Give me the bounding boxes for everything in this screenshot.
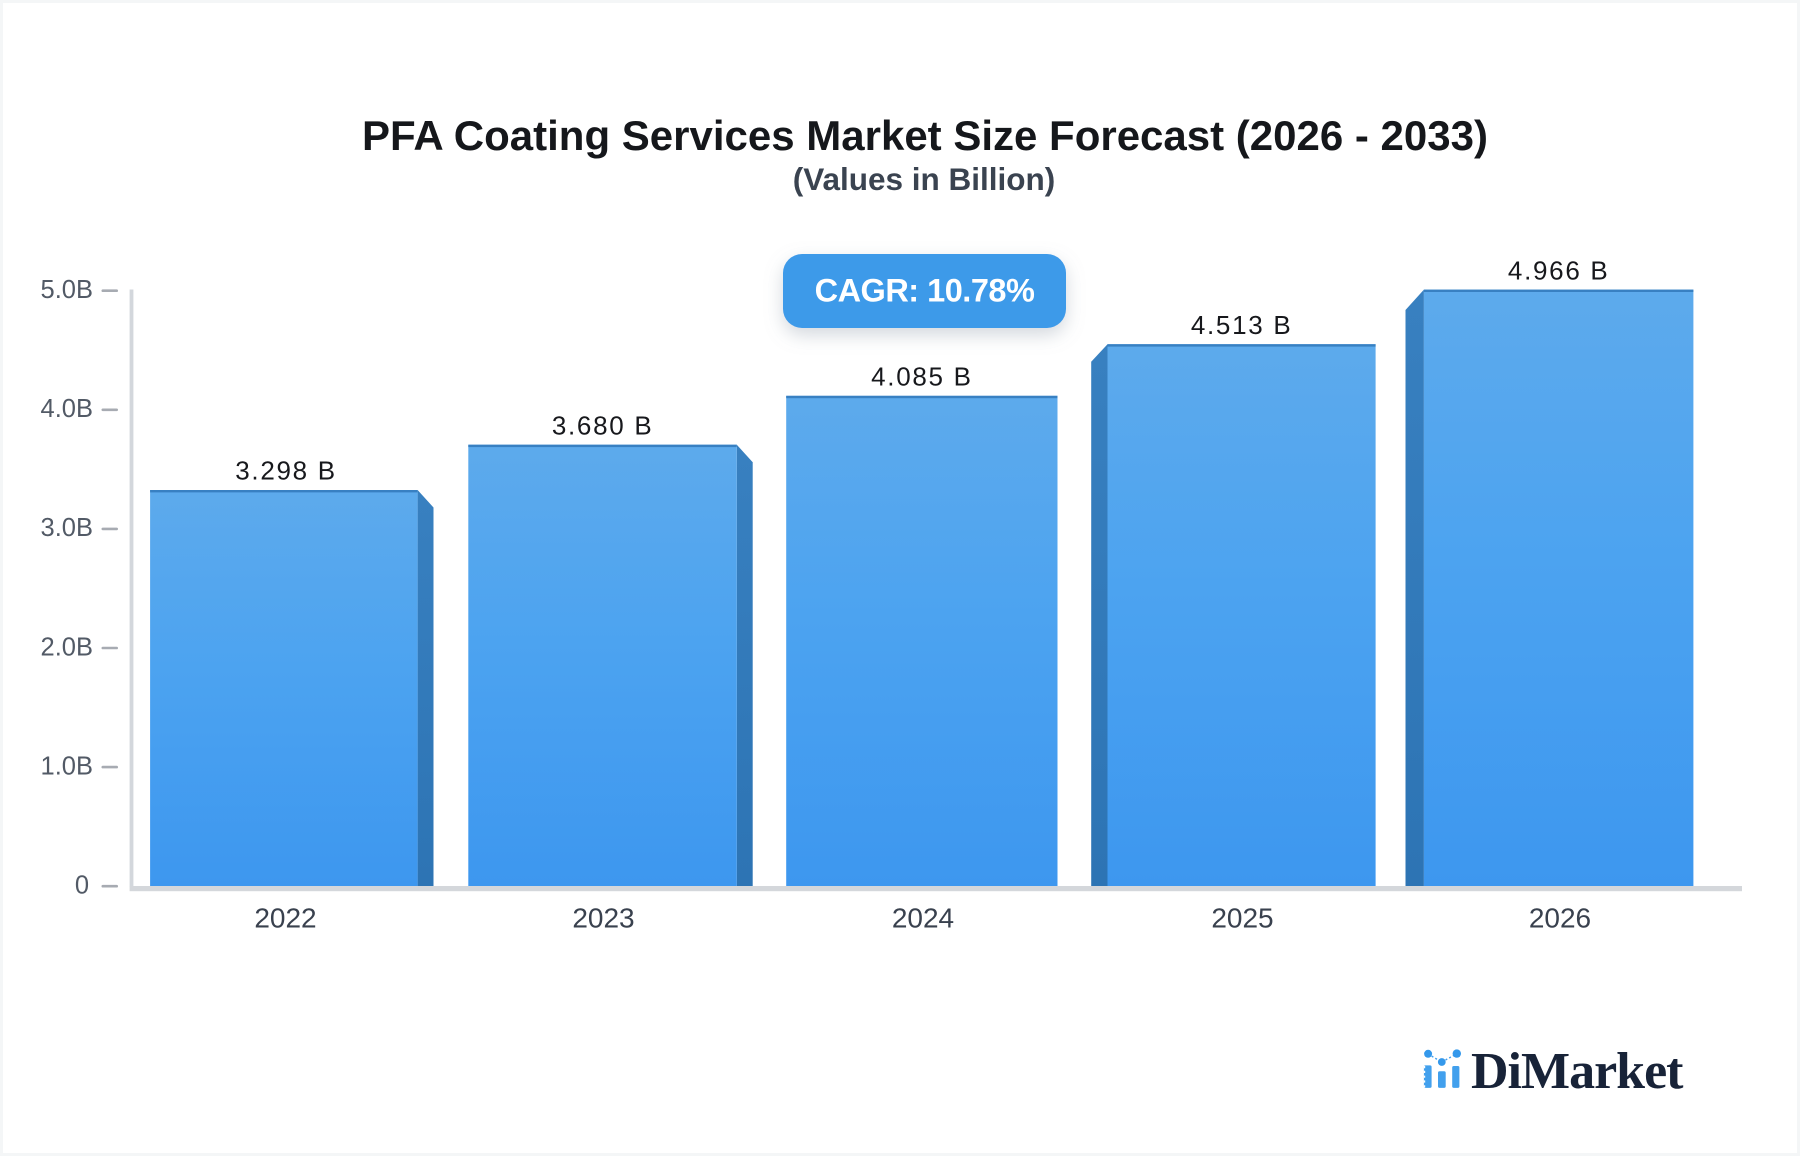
svg-text:2024: 2024 <box>892 903 954 934</box>
svg-text:0: 0 <box>75 872 89 900</box>
svg-text:4.085 B: 4.085 B <box>871 362 973 392</box>
svg-text:3.680 B: 3.680 B <box>552 410 654 440</box>
svg-text:5.0B: 5.0B <box>41 276 93 304</box>
svg-text:4.966 B: 4.966 B <box>1508 255 1610 285</box>
svg-text:2022: 2022 <box>254 903 316 934</box>
svg-text:(Values in Billion): (Values in Billion) <box>793 161 1056 197</box>
svg-text:CAGR: 10.78%: CAGR: 10.78% <box>815 273 1035 309</box>
svg-text:PFA Coating Services Market Si: PFA Coating Services Market Size Forecas… <box>362 112 1488 159</box>
svg-text:2026: 2026 <box>1529 903 1591 934</box>
svg-text:2023: 2023 <box>572 903 634 934</box>
svg-text:3.0B: 3.0B <box>41 514 93 542</box>
svg-text:3.298 B: 3.298 B <box>235 456 337 486</box>
svg-text:DiMarket: DiMarket <box>1471 1043 1684 1100</box>
svg-text:4.513 B: 4.513 B <box>1191 310 1293 340</box>
svg-text:2.0B: 2.0B <box>41 633 93 661</box>
svg-text:2025: 2025 <box>1211 903 1273 934</box>
svg-text:1.0B: 1.0B <box>41 752 93 780</box>
svg-text:4.0B: 4.0B <box>41 395 93 423</box>
